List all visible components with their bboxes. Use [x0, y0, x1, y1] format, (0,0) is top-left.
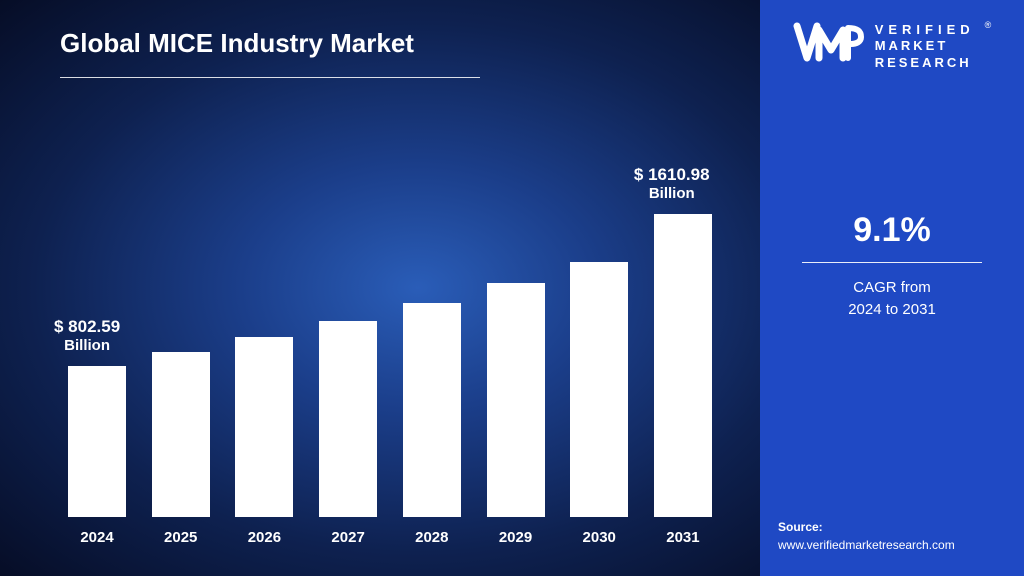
sidebar-panel: VERIFIED MARKET RESEARCH ® 9.1% CAGR fro… [760, 0, 1024, 576]
callout-value: $ 1610.98 [634, 164, 710, 185]
bar [235, 337, 293, 517]
cagr-line2: 2024 to 2031 [848, 301, 936, 318]
source-url: www.verifiedmarketresearch.com [778, 536, 955, 554]
cagr-value: 9.1% [778, 211, 1006, 250]
callout-value: $ 802.59 [54, 316, 120, 337]
bar-group [144, 352, 218, 517]
cagr-block: 9.1% CAGR from 2024 to 2031 [778, 211, 1006, 322]
bar-group [562, 262, 636, 517]
chart-panel: Global MICE Industry Market $ 802.59Bill… [0, 0, 760, 576]
bar [403, 303, 461, 517]
source-block: Source: www.verifiedmarketresearch.com [778, 518, 955, 554]
x-axis-label: 2024 [60, 529, 134, 546]
bar-group [311, 321, 385, 517]
brand-logo: VERIFIED MARKET RESEARCH ® [778, 22, 1006, 71]
bar-chart: $ 802.59Billion $ 1610.98Billion [60, 96, 720, 517]
brand-name: VERIFIED MARKET RESEARCH [875, 22, 975, 71]
x-axis-label: 2027 [311, 529, 385, 546]
bar-group [395, 303, 469, 517]
registered-mark: ® [985, 20, 992, 30]
brand-line3: RESEARCH [875, 55, 975, 71]
x-axis-label: 2030 [562, 529, 636, 546]
callout-unit: Billion [634, 185, 710, 204]
bar [654, 214, 712, 517]
bar-group [479, 283, 553, 517]
cagr-label: CAGR from 2024 to 2031 [778, 277, 1006, 322]
x-axis-label: 2031 [646, 529, 720, 546]
cagr-line1: CAGR from [853, 279, 931, 296]
bar-callout: $ 1610.98Billion [634, 164, 710, 204]
bar-callout: $ 802.59Billion [54, 316, 120, 356]
bars-row: $ 802.59Billion $ 1610.98Billion [60, 166, 720, 517]
callout-unit: Billion [54, 337, 120, 356]
x-axis-label: 2029 [479, 529, 553, 546]
x-axis-label: 2028 [395, 529, 469, 546]
source-label: Source: [778, 518, 955, 536]
bar [152, 352, 210, 517]
bar-group: $ 1610.98Billion [646, 214, 720, 517]
x-axis-label: 2025 [144, 529, 218, 546]
cagr-divider [802, 262, 982, 263]
bar [570, 262, 628, 517]
x-axis-label: 2026 [227, 529, 301, 546]
bar-group: $ 802.59Billion [60, 366, 134, 517]
vmr-logo-icon [793, 22, 865, 68]
brand-line1: VERIFIED [875, 22, 975, 38]
bar [487, 283, 545, 517]
bar [68, 366, 126, 517]
bar-group [227, 337, 301, 517]
bar [319, 321, 377, 517]
page-title: Global MICE Industry Market [60, 28, 720, 59]
brand-line2: MARKET [875, 38, 975, 54]
x-axis: 2024 2025 2026 2027 2028 2029 2030 2031 [60, 529, 720, 546]
title-divider [60, 77, 480, 78]
